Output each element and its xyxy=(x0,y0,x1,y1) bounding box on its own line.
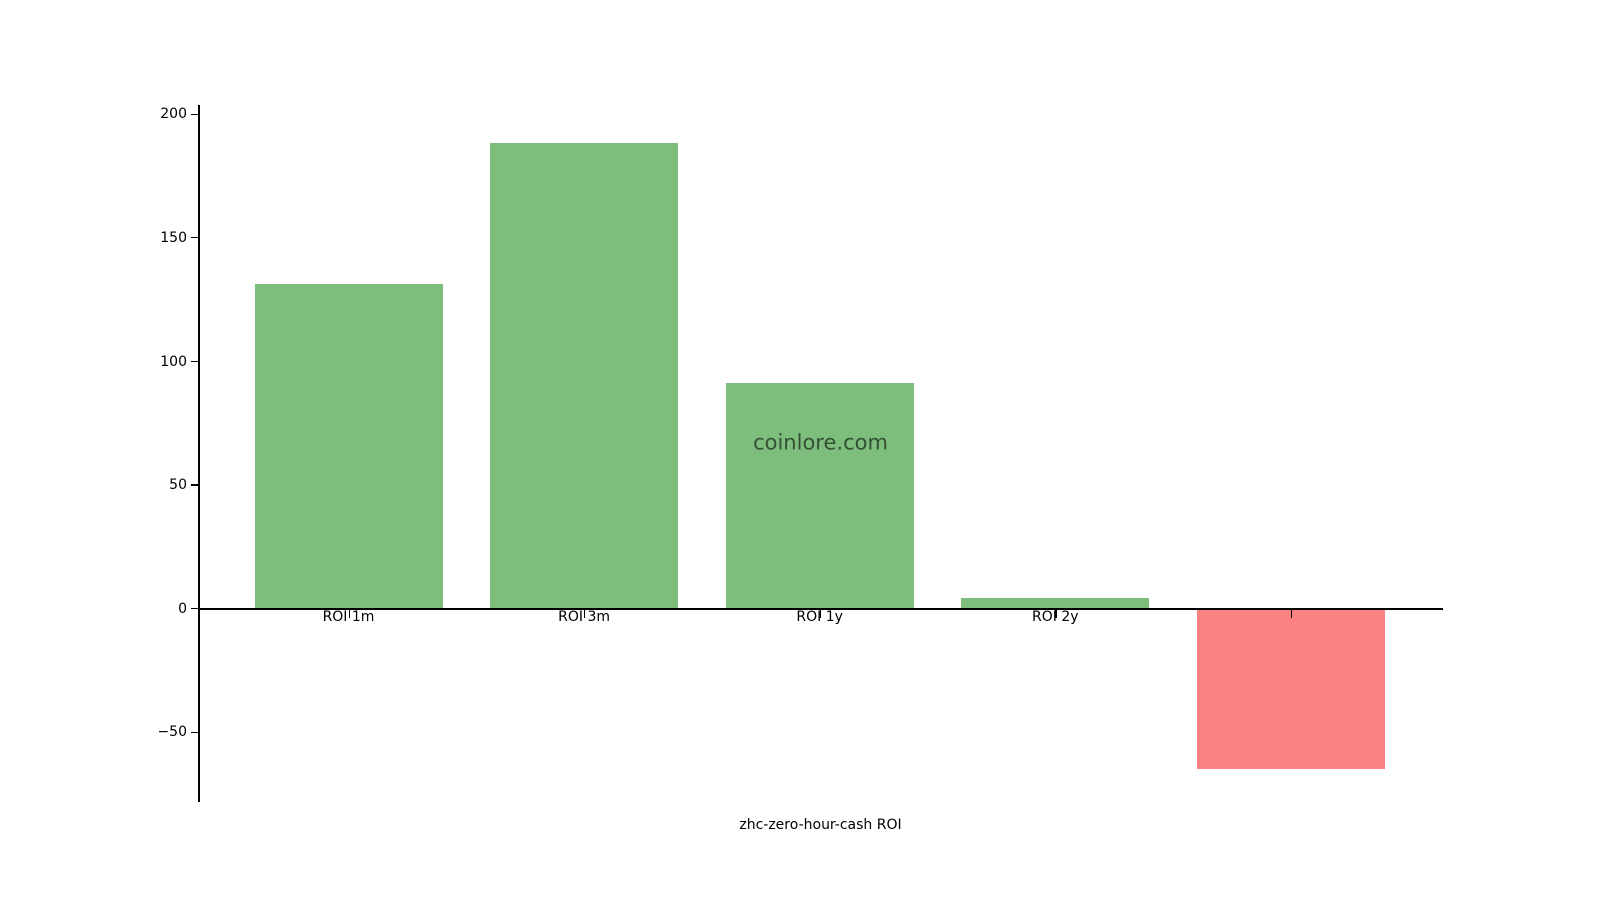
y-tick-150 xyxy=(191,237,198,239)
x-tick-bar-5 xyxy=(1290,609,1293,618)
y-tick--50 xyxy=(191,731,198,733)
y-tick-label--50: −50 xyxy=(157,724,187,741)
y-tick-label-150: 150 xyxy=(160,229,187,246)
x-tick-roi-2y xyxy=(1055,609,1057,618)
bar-roi-1y xyxy=(725,383,914,608)
bar-roi-1m xyxy=(254,284,443,608)
x-tick-label-roi-1m: ROI 1m xyxy=(322,609,375,625)
y-tick-label-0: 0 xyxy=(178,600,187,617)
y-tick-label-100: 100 xyxy=(160,353,187,370)
x-tick-roi-1y xyxy=(819,609,821,618)
bar-roi-3m xyxy=(490,143,679,608)
y-tick-label-200: 200 xyxy=(160,106,187,123)
y-tick-100 xyxy=(191,360,198,363)
bar-bar-5 xyxy=(1196,609,1385,769)
x-tick-roi-3m xyxy=(584,609,586,618)
x-tick-label-roi-3m: ROI 3m xyxy=(558,609,611,625)
y-tick-200 xyxy=(191,113,198,115)
bar-roi-2y xyxy=(961,598,1150,608)
y-tick-label-50: 50 xyxy=(169,477,187,494)
y-axis-spine xyxy=(198,105,200,802)
y-tick-0 xyxy=(191,608,198,610)
x-tick-label-roi-1y: ROI 1y xyxy=(796,609,843,625)
y-tick-50 xyxy=(191,484,198,486)
x-tick-label-roi-2y: ROI 2y xyxy=(1032,609,1079,625)
x-axis-zero-line xyxy=(198,608,1443,610)
x-axis-title: zhc-zero-hour-cash ROI xyxy=(739,817,902,833)
watermark-text: coinlore.com xyxy=(753,430,888,455)
x-tick-roi-1m xyxy=(348,609,350,618)
